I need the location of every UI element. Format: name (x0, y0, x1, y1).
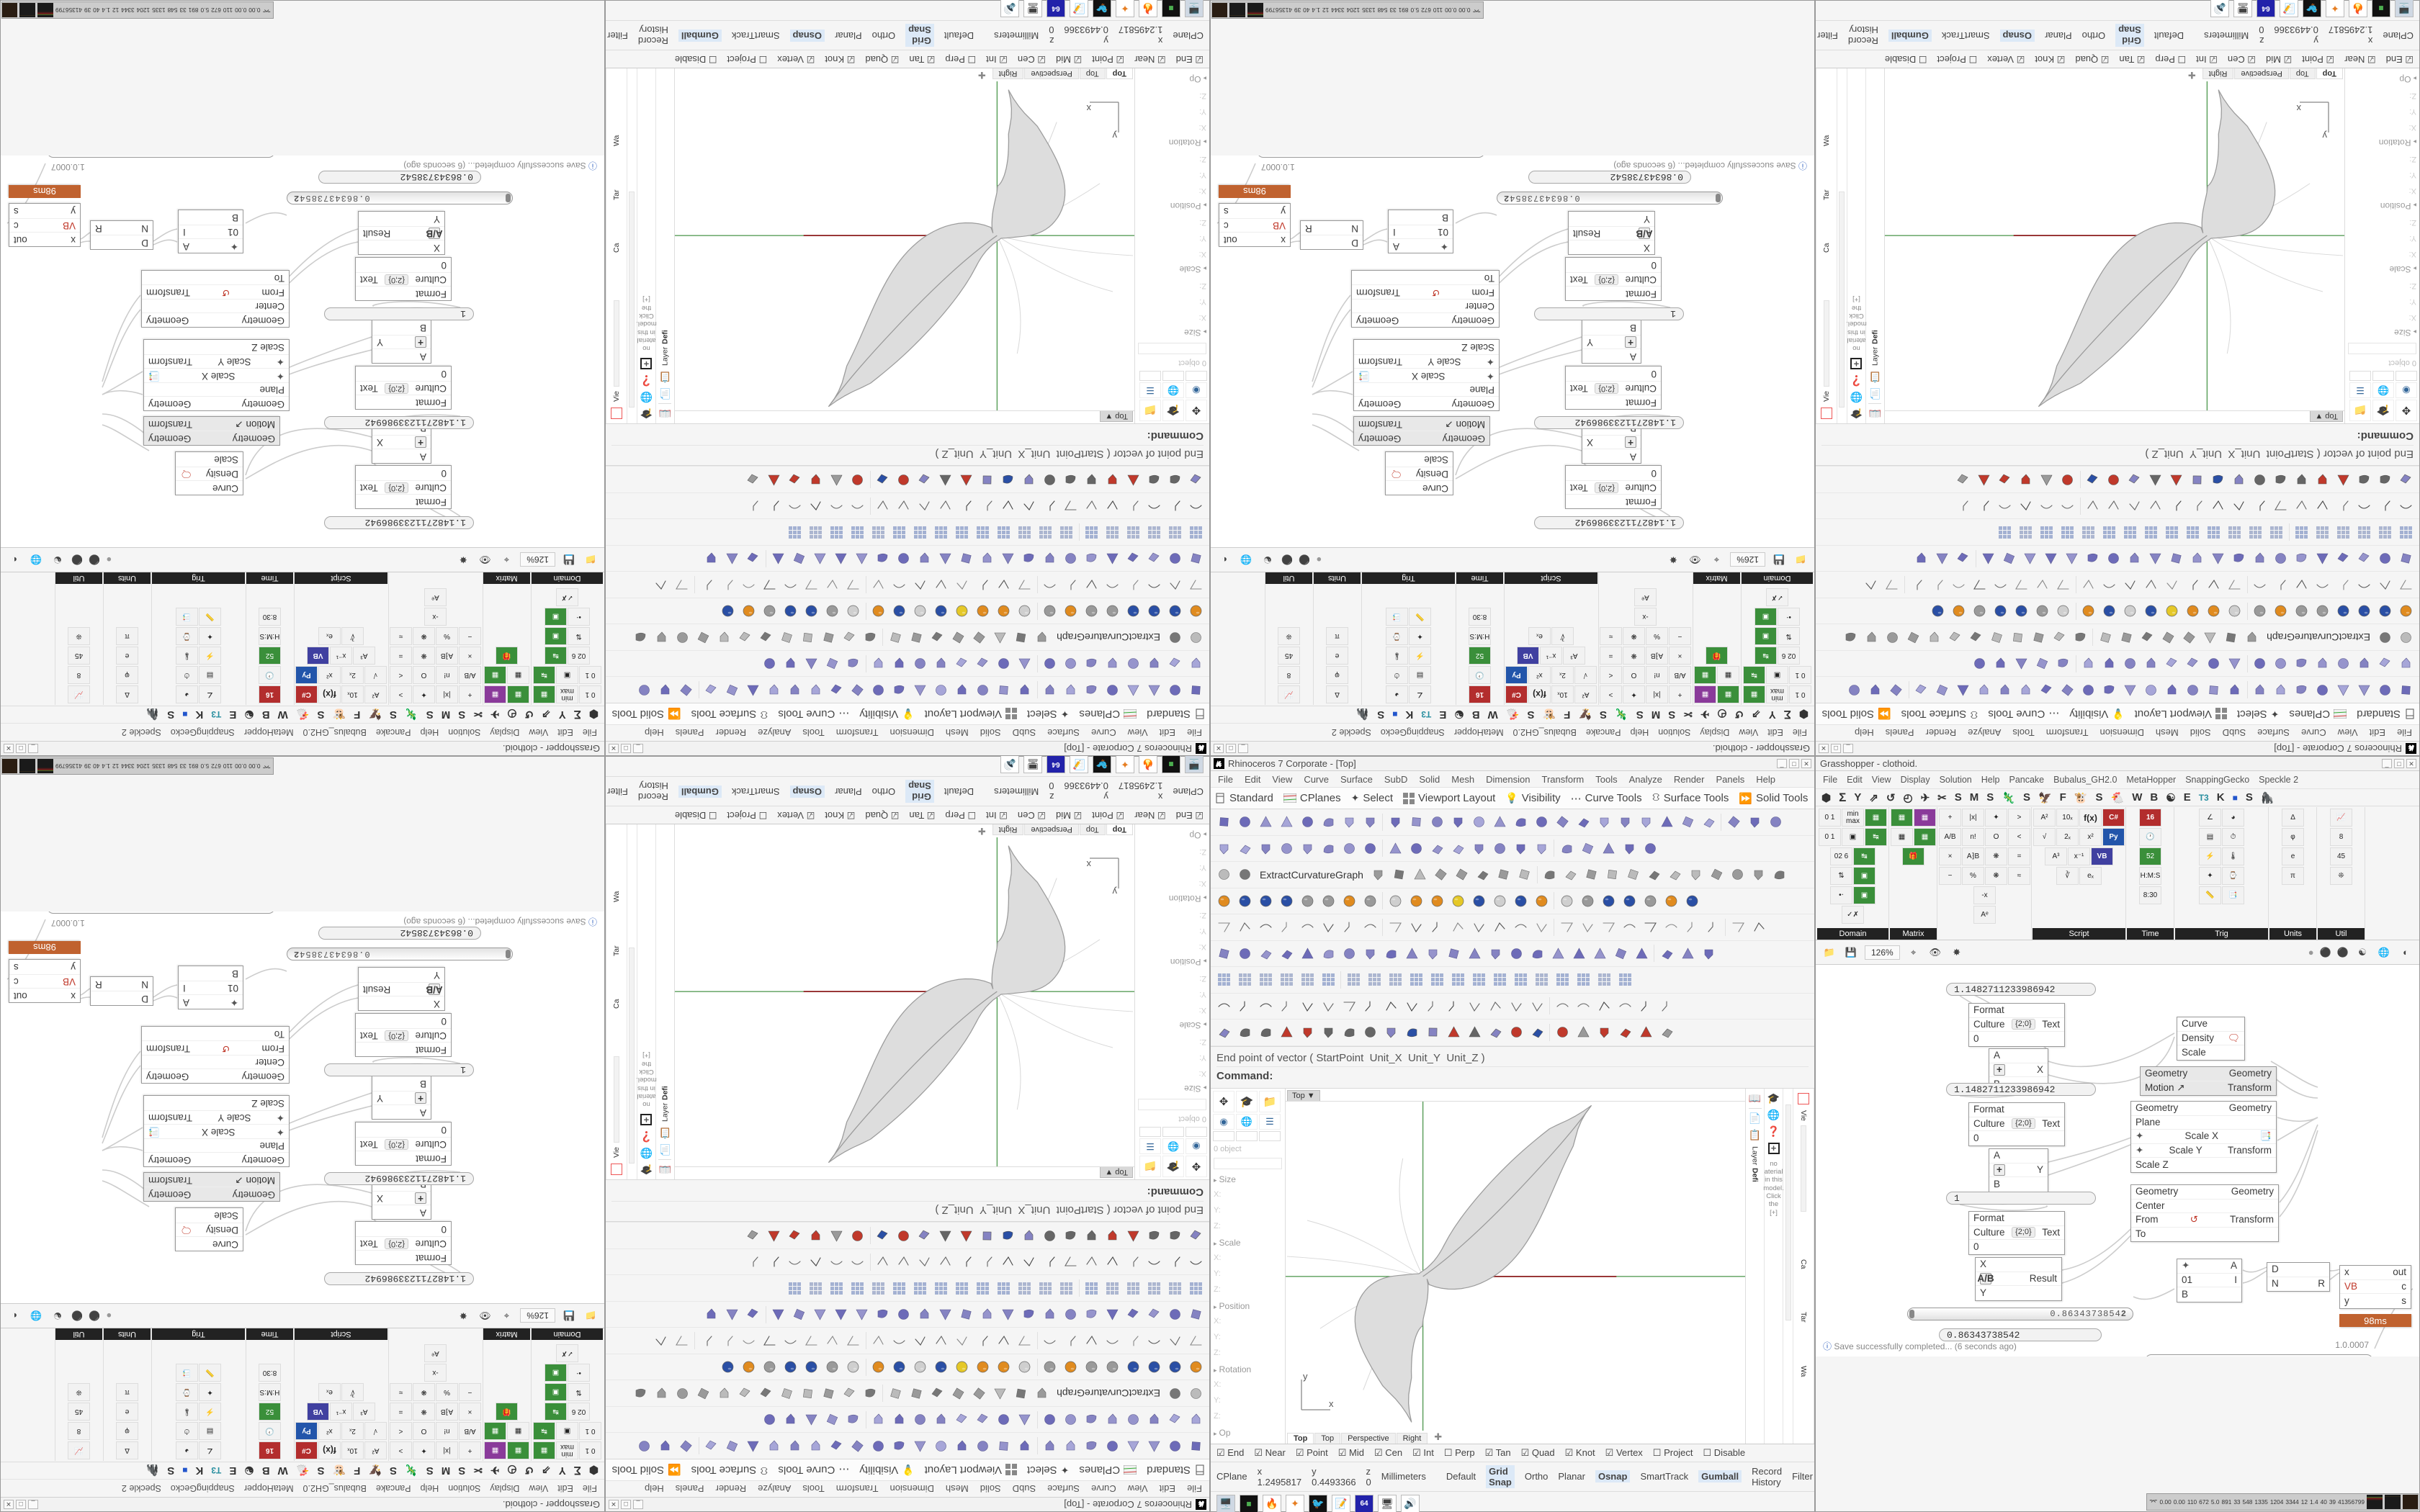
svg-text:x: x (1086, 860, 1091, 870)
svg-text:y: y (1303, 1372, 1308, 1382)
svg-text:y: y (1112, 131, 1117, 140)
svg-text:y: y (2322, 131, 2327, 140)
svg-text:x: x (1086, 104, 1091, 114)
svg-text:y: y (1112, 887, 1117, 896)
svg-text:x: x (1329, 1398, 1334, 1409)
svg-text:x: x (2296, 104, 2301, 114)
